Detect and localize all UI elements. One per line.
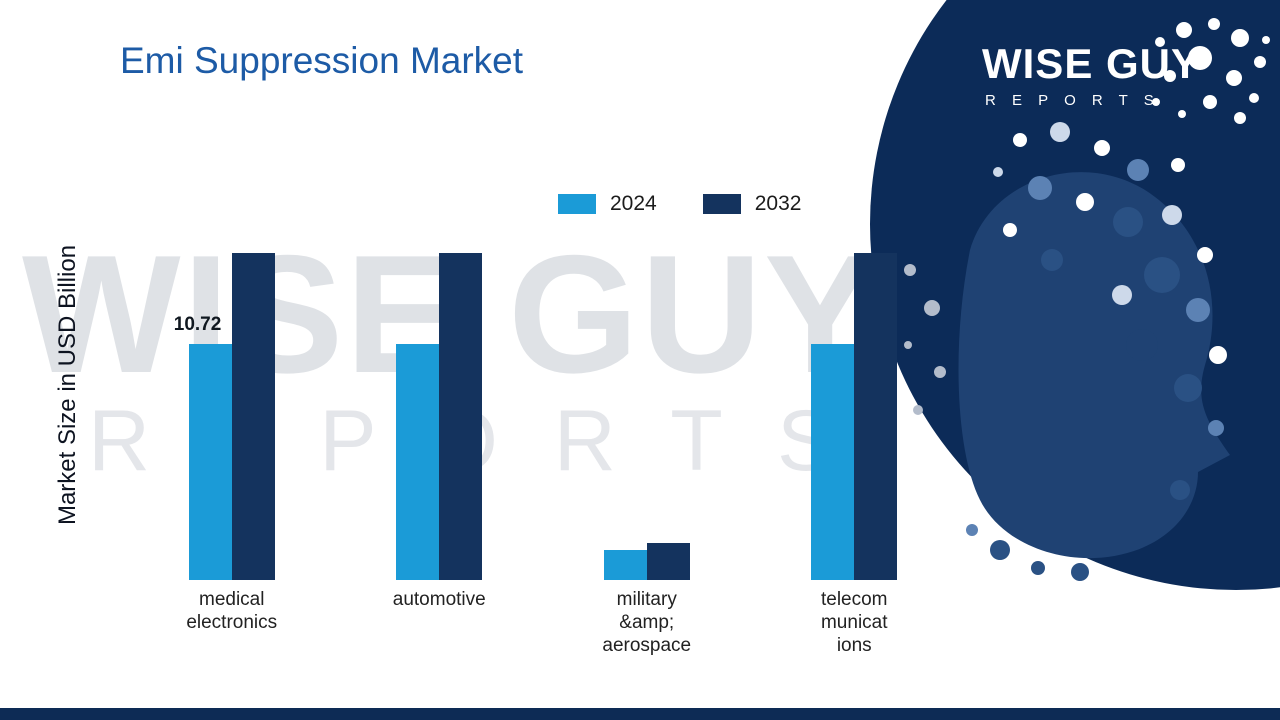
bar-group-1: automotive bbox=[336, 250, 544, 610]
logo: WISE GUY R E P O R T S bbox=[982, 40, 1201, 110]
legend-label-2024: 2024 bbox=[610, 192, 657, 215]
legend-swatch-2024 bbox=[558, 194, 596, 214]
legend-swatch-2032 bbox=[702, 194, 741, 214]
head-profile-graphic bbox=[904, 122, 1230, 581]
y-axis-label: Market Size in USD Billion bbox=[54, 244, 81, 526]
bar-2032-category-2 bbox=[646, 542, 690, 580]
bar-2032-category-0 bbox=[231, 253, 275, 580]
category-label-2: military &amp; aerospace bbox=[602, 589, 692, 657]
bar-2024-category-3 bbox=[811, 344, 855, 580]
bar-group-0: medical electronics 10.72 bbox=[128, 250, 336, 633]
bar-group-2: military &amp; aerospace bbox=[543, 250, 751, 656]
category-label-1: automotive bbox=[392, 589, 486, 610]
chart-title: Emi Suppression Market bbox=[120, 40, 524, 81]
bar-group-3: telecom municat ions bbox=[751, 250, 959, 656]
bar-2024-category-1 bbox=[396, 344, 440, 580]
legend-item-2032: 2032 bbox=[702, 192, 802, 216]
bar-2032-category-1 bbox=[439, 253, 483, 580]
category-label-3: telecom municat ions bbox=[820, 589, 888, 657]
logo-dots-graphic bbox=[1152, 18, 1270, 124]
category-label-0: medical electronics bbox=[186, 589, 278, 634]
bar-2024-category-2 bbox=[603, 550, 647, 580]
logo-subtext: R E P O R T S bbox=[985, 92, 1160, 110]
plot-area: medical electronics 10.72 automotive militar… bbox=[128, 250, 959, 656]
bar-value-label: 10.72 bbox=[173, 314, 222, 336]
bottom-accent-bar bbox=[0, 708, 1280, 720]
legend-item-2024: 2024 bbox=[558, 192, 657, 216]
legend: 2024 2032 bbox=[558, 192, 801, 216]
legend-label-2032: 2032 bbox=[754, 192, 802, 215]
bar-2024-category-0 bbox=[188, 344, 232, 580]
bar-2032-category-3 bbox=[854, 253, 898, 580]
logo-wordmark: WISE GUY bbox=[982, 40, 1201, 87]
